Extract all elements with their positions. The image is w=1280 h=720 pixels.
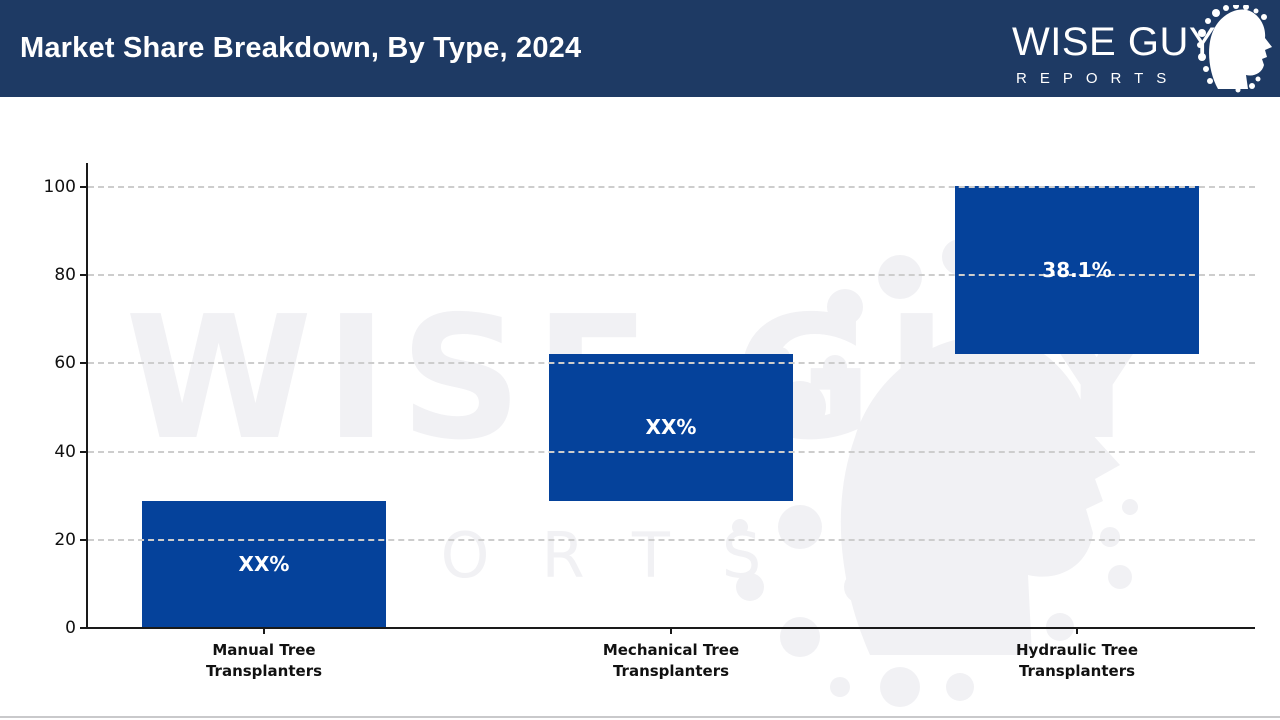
y-tick-label: 40 xyxy=(54,441,76,462)
grid-line xyxy=(88,450,1255,453)
y-tick-label: 100 xyxy=(43,177,76,197)
bar-segment xyxy=(955,186,1199,355)
page-title: Market Share Breakdown, By Type, 2024 xyxy=(20,32,582,64)
y-tick-mark xyxy=(80,362,87,365)
y-tick-mark xyxy=(80,627,87,629)
x-category-label: Manual Tree Transplanters xyxy=(134,640,394,682)
dotted-face-icon xyxy=(1197,4,1272,92)
y-tick-mark xyxy=(80,186,87,188)
logo-subtext: REPORTS xyxy=(1016,70,1179,87)
x-category-label-line: Mechanical Tree xyxy=(602,641,740,659)
y-tick-label: 60 xyxy=(54,353,76,374)
header-bar: Market Share Breakdown, By Type, 2024 WI… xyxy=(0,0,1280,97)
y-axis-line xyxy=(86,163,88,629)
y-tick-mark xyxy=(80,538,87,541)
bar-segment xyxy=(142,500,386,627)
grid-line xyxy=(88,538,1255,541)
x-category-label-line: Transplanters xyxy=(205,662,323,680)
y-tick-label: 80 xyxy=(54,265,76,286)
wise-guy-logo: WISE GUY REPORTS xyxy=(1012,4,1272,93)
y-tick-label: 0 xyxy=(65,618,76,638)
grid-line xyxy=(88,274,1255,277)
x-category-label-line: Transplanters xyxy=(612,662,730,680)
x-category-label-line: Hydraulic Tree xyxy=(1016,641,1138,659)
y-tick-mark xyxy=(80,274,87,277)
y-tick-label: 20 xyxy=(54,529,76,550)
y-tick-mark xyxy=(80,450,87,453)
x-category-label-line: Manual Tree xyxy=(212,641,316,659)
x-category-label: Hydraulic Tree Transplanters xyxy=(947,640,1207,682)
x-category-label-line: Transplanters xyxy=(1018,662,1136,680)
bar-value-label: XX% xyxy=(238,551,290,576)
bottom-divider xyxy=(0,716,1280,718)
x-category-label: Mechanical Tree Transplanters xyxy=(541,640,801,682)
bar-value-label: 38.1% xyxy=(1042,258,1112,282)
chart-area: WISE GUY REPORTS xyxy=(0,97,1280,720)
grid-line xyxy=(88,362,1255,365)
x-tick-mark xyxy=(670,627,672,634)
x-tick-mark xyxy=(1076,627,1078,634)
wise-guy-logo-graphic: WISE GUY REPORTS xyxy=(1012,4,1272,92)
bar-value-label: XX% xyxy=(645,415,697,440)
grid-line xyxy=(88,186,1255,188)
x-tick-mark xyxy=(263,627,265,634)
logo-wordmark: WISE GUY xyxy=(1012,20,1216,64)
